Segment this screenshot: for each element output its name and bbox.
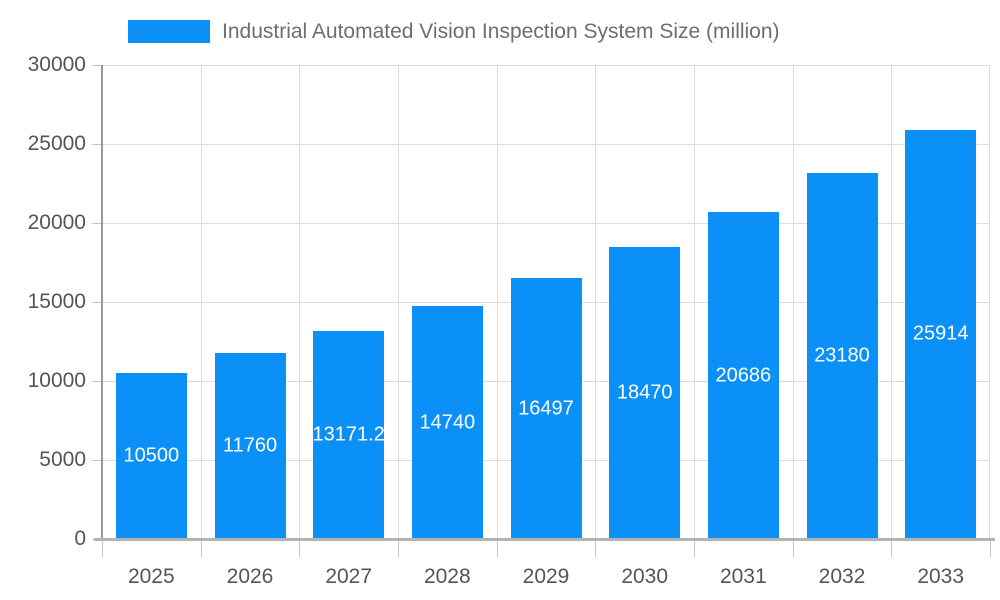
x-tick-mark	[102, 541, 103, 557]
x-tick-label: 2029	[522, 565, 570, 588]
bar-2029[interactable]: 16497	[510, 278, 582, 539]
x-tick-label: 2026	[226, 565, 274, 588]
bar-2032[interactable]: 23180	[806, 172, 878, 539]
x-tick-mark	[990, 541, 991, 557]
x-tick-mark	[792, 541, 794, 557]
y-tick-mark	[92, 460, 102, 461]
bar-value-label: 13171.2	[313, 423, 385, 446]
bar-2030[interactable]: 18470	[609, 247, 681, 539]
x-tick-mark	[398, 541, 399, 557]
y-tick-mark	[92, 144, 102, 145]
y-tick-label: 15000	[27, 290, 86, 313]
x-axis-line	[94, 538, 995, 541]
y-tick-mark	[92, 302, 102, 303]
x-tick-label: 2033	[917, 565, 965, 588]
h-gridline	[102, 65, 990, 66]
h-gridline	[102, 223, 990, 224]
x-tick-mark	[595, 541, 597, 557]
bar-2033[interactable]: 25914	[905, 129, 977, 539]
bar-value-label: 25914	[912, 322, 969, 345]
v-gridline	[595, 65, 597, 539]
bar-value-label: 18470	[616, 381, 673, 404]
y-tick-label: 25000	[27, 132, 86, 155]
v-gridline	[989, 65, 990, 539]
y-tick-mark	[92, 381, 102, 382]
x-tick-mark	[496, 541, 498, 557]
bar-2031[interactable]: 20686	[707, 212, 779, 539]
y-tick-mark	[92, 65, 102, 66]
x-tick-mark	[299, 541, 301, 557]
v-gridline	[398, 65, 399, 539]
y-tick-label: 30000	[27, 53, 86, 76]
v-gridline	[200, 65, 202, 539]
bar-value-label: 14740	[419, 411, 476, 434]
x-tick-label: 2027	[325, 565, 373, 588]
chart-legend[interactable]: Industrial Automated Vision Inspection S…	[128, 20, 780, 43]
bar-value-label: 10500	[123, 444, 180, 467]
x-tick-label: 2030	[621, 565, 669, 588]
bar-value-label: 11760	[222, 434, 278, 457]
bar-value-label: 16497	[518, 397, 574, 420]
legend-label: Industrial Automated Vision Inspection S…	[222, 19, 780, 43]
v-gridline	[891, 65, 893, 539]
v-gridline	[299, 65, 301, 539]
y-tick-label: 10000	[27, 369, 86, 392]
h-gridline	[102, 144, 990, 145]
y-tick-mark	[92, 223, 102, 224]
x-tick-label: 2032	[818, 565, 866, 588]
x-tick-mark	[694, 541, 695, 557]
x-tick-label: 2031	[719, 565, 767, 588]
bar-value-label: 20686	[715, 364, 772, 387]
x-tick-mark	[200, 541, 202, 557]
legend-swatch	[128, 20, 210, 43]
v-gridline	[792, 65, 794, 539]
v-gridline	[694, 65, 695, 539]
bar-value-label: 23180	[814, 344, 870, 367]
y-tick-label: 20000	[27, 211, 86, 234]
bar-2028[interactable]: 14740	[411, 306, 483, 539]
bar-2027[interactable]: 13171.2	[313, 330, 385, 539]
x-tick-mark	[891, 541, 893, 557]
y-axis-line	[101, 65, 103, 539]
y-tick-label: 5000	[39, 448, 86, 471]
x-tick-label: 2025	[127, 565, 175, 588]
x-tick-label: 2028	[423, 565, 471, 588]
bar-2025[interactable]: 10500	[115, 373, 187, 539]
bar-2026[interactable]: 11760	[214, 353, 286, 539]
y-tick-label: 0	[74, 527, 86, 550]
v-gridline	[496, 65, 498, 539]
